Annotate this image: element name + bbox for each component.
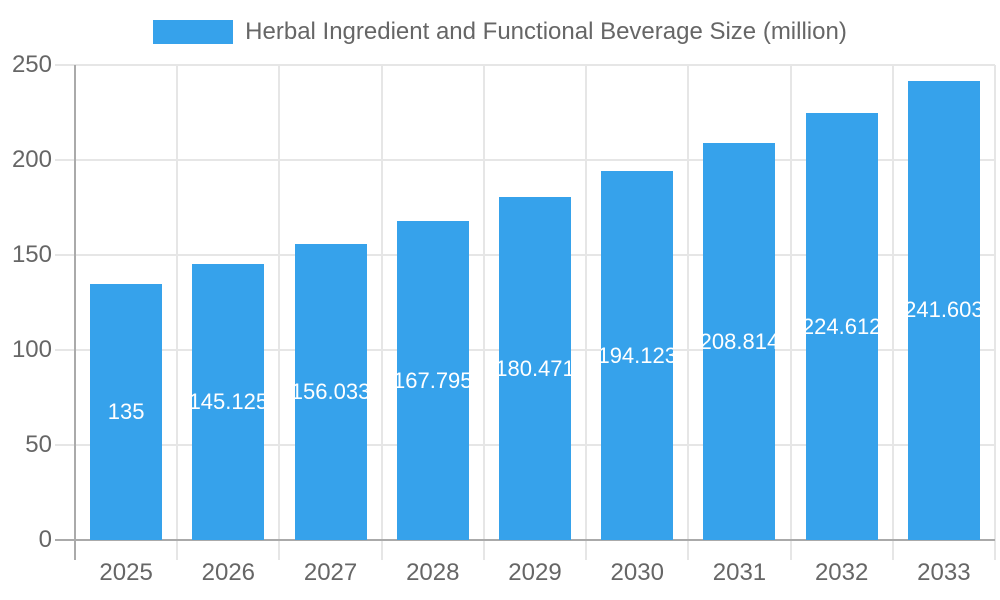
x-axis-tick	[482, 540, 485, 560]
gridline-vertical	[482, 65, 485, 540]
gridline-vertical	[278, 65, 281, 540]
y-axis-tick	[55, 159, 75, 161]
bar-value-label: 194.123	[601, 342, 674, 368]
x-axis-tick	[994, 540, 996, 560]
y-axis-tick	[55, 539, 75, 541]
y-axis-tick	[55, 64, 75, 66]
gridline-horizontal	[75, 159, 995, 161]
y-axis-tick-label: 50	[25, 431, 52, 458]
gridline-vertical	[687, 65, 690, 540]
gridline-vertical	[994, 65, 996, 540]
y-axis-tick-label: 250	[11, 51, 52, 78]
x-axis-tick-label: 2027	[303, 559, 358, 586]
bar-value-label: 145.125	[192, 389, 265, 415]
gridline-vertical	[789, 65, 792, 540]
bar[interactable]: 224.612	[805, 113, 878, 540]
x-axis-tick	[789, 540, 792, 560]
bar[interactable]: 135	[90, 283, 163, 540]
x-axis-tick	[380, 540, 383, 560]
x-axis-line	[75, 539, 995, 541]
x-axis-tick-label: 2032	[814, 559, 869, 586]
gridline-horizontal	[75, 64, 995, 66]
y-axis-line	[74, 65, 76, 540]
bar-value-label: 135	[107, 398, 145, 424]
x-axis-tick-label: 2026	[201, 559, 256, 586]
bar-value-label: 180.471	[499, 355, 571, 381]
y-axis-tick-label: 150	[11, 241, 52, 268]
gridline-vertical	[891, 65, 894, 540]
y-axis-tick-label: 100	[11, 336, 52, 363]
bar-value-label: 208.814	[703, 328, 776, 354]
x-axis-tick	[278, 540, 281, 560]
bar[interactable]: 145.125	[192, 264, 265, 540]
legend-swatch	[153, 20, 234, 44]
bar-value-label: 156.033	[294, 378, 367, 404]
bar-value-label: 241.603	[907, 297, 980, 323]
bar[interactable]: 167.795	[396, 221, 469, 540]
y-axis-tick	[55, 349, 75, 351]
x-axis-tick-label: 2025	[99, 559, 153, 586]
y-axis-tick-label: 200	[11, 146, 52, 173]
bar-value-label: 167.795	[396, 367, 469, 393]
x-axis-tick	[74, 540, 76, 560]
bar[interactable]: 156.033	[294, 243, 367, 540]
bar[interactable]: 180.471	[499, 197, 571, 540]
y-axis-tick	[55, 444, 75, 446]
bar[interactable]: 208.814	[703, 143, 776, 540]
legend-label: Herbal Ingredient and Functional Beverag…	[245, 18, 847, 45]
x-axis-tick	[687, 540, 690, 560]
x-axis-tick	[176, 540, 179, 560]
bar-value-label: 224.612	[805, 313, 878, 339]
gridline-vertical	[380, 65, 383, 540]
bar[interactable]: 241.603	[907, 80, 980, 540]
gridline-vertical	[176, 65, 179, 540]
x-axis-tick-label: 2029	[508, 559, 562, 586]
x-axis-tick	[585, 540, 588, 560]
legend[interactable]: Herbal Ingredient and Functional Beverag…	[0, 20, 1000, 44]
x-axis-tick	[891, 540, 894, 560]
x-axis-tick-label: 2028	[406, 559, 460, 586]
x-axis-tick-label: 2033	[917, 559, 971, 586]
y-axis-tick	[55, 254, 75, 256]
bar[interactable]: 194.123	[601, 171, 674, 540]
x-axis-tick-label: 2030	[610, 559, 664, 586]
x-axis-tick-label: 2031	[712, 559, 767, 586]
y-axis-tick-label: 0	[38, 526, 52, 553]
gridline-vertical	[585, 65, 588, 540]
